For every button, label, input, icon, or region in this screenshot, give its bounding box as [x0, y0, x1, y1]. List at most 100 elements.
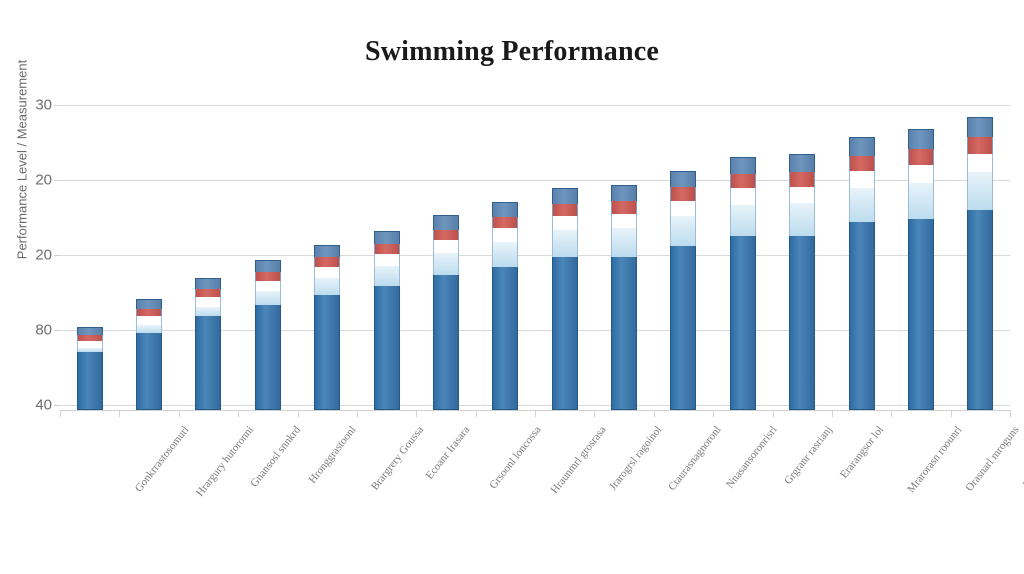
bar-segment-cap [967, 117, 994, 138]
bar-segment-white [492, 228, 519, 242]
x-axis-tick-label: Hraunmrl grosrasa [548, 424, 609, 497]
x-axis-tick-mark [475, 410, 477, 417]
bar-segment-white [195, 296, 222, 307]
bar-segment-base [848, 222, 875, 410]
x-axis-tick-mark [772, 410, 774, 417]
bar-segment-white [611, 213, 638, 229]
bar-column[interactable] [848, 137, 875, 410]
bar-segment-white [967, 153, 994, 173]
x-axis-tick-label: Hrargury hutoronni [193, 424, 257, 499]
bar-segment-white [670, 200, 697, 217]
bar-segment-white [314, 266, 341, 279]
x-axis-tick-mark [891, 410, 893, 417]
bar-segment-base [729, 235, 756, 410]
bar-segment-white [789, 186, 816, 204]
x-axis-tick-mark [950, 410, 952, 417]
bar-column[interactable] [254, 260, 281, 410]
bar-segment-red [314, 257, 341, 267]
bar-segment-base [492, 266, 519, 410]
chart-title: Swimming Performance [364, 36, 660, 67]
bar-segment-red [848, 155, 875, 172]
x-axis-tick-label: Nnasansoronrisrl [724, 424, 781, 491]
bar-segment-base [670, 245, 697, 410]
bar-column[interactable] [670, 170, 697, 410]
bar-segment-cap [373, 230, 400, 244]
x-axis-tick-label: Hronggrastoonl [306, 424, 359, 486]
bar-segment-white [136, 316, 163, 326]
y-axis-tick-mark [54, 405, 60, 406]
y-axis-tick-label: 80 [35, 321, 52, 339]
bar-segment-base [254, 304, 281, 410]
bar-segment-cap [492, 201, 519, 217]
y-axis-tick-mark [54, 330, 60, 331]
gridline [60, 330, 1010, 331]
bar-column[interactable] [432, 215, 459, 410]
bar-segment-light [492, 241, 519, 267]
bar-segment-cap [76, 326, 103, 335]
bar-segment-white [729, 188, 756, 205]
bar-segment-white [432, 240, 459, 254]
bar-segment-light [789, 203, 816, 236]
bar-column[interactable] [314, 244, 341, 410]
bar-column[interactable] [611, 184, 638, 410]
bar-column[interactable] [76, 326, 103, 410]
bar-segment-white [551, 216, 578, 231]
bar-segment-base [76, 351, 103, 410]
bar-segment-base [373, 286, 400, 410]
bar-column[interactable] [551, 188, 578, 410]
bar-segment-cap [551, 188, 578, 204]
bar-segment-cap [907, 129, 934, 149]
bar-segment-cap [848, 137, 875, 156]
bar-segment-red [195, 288, 222, 297]
y-axis-tick-label: 20 [35, 246, 52, 264]
bar-column[interactable] [729, 157, 756, 410]
y-axis-tick-group: 30 20 20 80 40 [0, 97, 60, 414]
bar-segment-red [789, 171, 816, 187]
x-axis-tick-label: Grsoonl loncossa [487, 424, 544, 492]
bar-segment-light [314, 278, 341, 296]
bar-column[interactable] [907, 129, 934, 410]
bar-segment-base [432, 275, 459, 410]
x-axis-tick-label: Brargrery Goussa [369, 424, 427, 493]
bar-segment-red [729, 174, 756, 189]
bar-column[interactable] [195, 277, 222, 410]
bar-segment-base [967, 209, 994, 410]
bar-segment-cap [432, 215, 459, 230]
y-axis-tick-mark [54, 105, 60, 106]
x-axis-tick-mark [60, 410, 61, 417]
y-axis-tick-label: 40 [35, 396, 52, 414]
bar-segment-white [907, 164, 934, 183]
bar-segment-light [551, 230, 578, 257]
bar-segment-red [611, 200, 638, 214]
bar-segment-cap [195, 277, 222, 289]
bar-segment-red [670, 187, 697, 201]
x-axis-tick-label: Ecoanr Irasara [423, 424, 472, 482]
bar-segment-base [611, 256, 638, 410]
bar-segment-red [254, 271, 281, 281]
bar-segment-light [195, 306, 222, 317]
bar-segment-cap [136, 298, 163, 309]
bar-segment-white [373, 253, 400, 267]
x-axis-tick-mark [119, 410, 121, 417]
bar-segment-base [907, 218, 934, 410]
bar-column[interactable] [136, 298, 163, 410]
bar-column[interactable] [373, 230, 400, 410]
x-axis-tick-label: Gonkrrastosomurl [132, 424, 192, 495]
bar-segment-base [195, 316, 222, 410]
bar-segment-red [907, 148, 934, 165]
x-axis-tick-label: Jrarogrsl ragoinol [606, 424, 665, 493]
bar-column[interactable] [492, 201, 519, 410]
x-axis-tick-mark [713, 410, 715, 417]
x-axis-tick-mark [297, 410, 299, 417]
bar-segment-cap [670, 170, 697, 188]
bar-column[interactable] [789, 153, 816, 410]
bar-segment-base [314, 295, 341, 410]
x-axis-tick-label: Erarangsor lol [838, 424, 887, 481]
x-axis-tick-label: Grgranr rasrianj [781, 424, 835, 487]
x-axis-tick-mark [831, 410, 833, 417]
bar-column[interactable] [967, 117, 994, 410]
bar-segment-light [136, 325, 163, 333]
bar-segment-light [76, 348, 103, 352]
bar-segment-red [967, 137, 994, 154]
